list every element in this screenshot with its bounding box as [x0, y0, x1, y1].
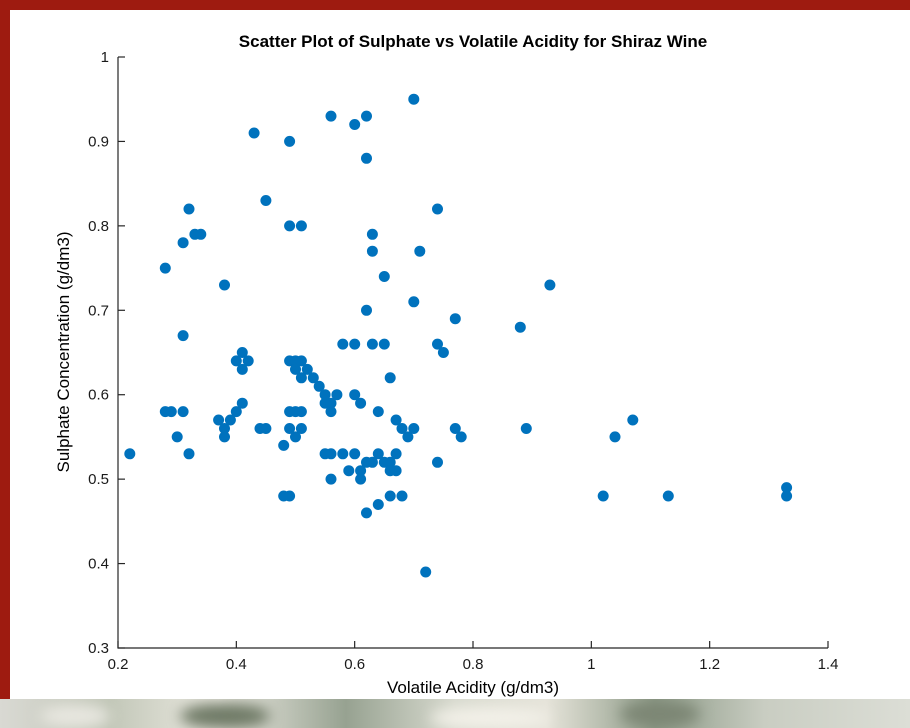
window-frame-top: [0, 0, 910, 10]
background-blur-blob: [180, 703, 270, 728]
window-frame-left: [0, 10, 10, 699]
background-blur-blob: [40, 705, 110, 727]
desktop-background-strip: [0, 699, 910, 728]
chart-title: Scatter Plot of Sulphate vs Volatile Aci…: [238, 32, 708, 51]
background-blur-blob: [620, 701, 700, 727]
figure-canvas: [10, 10, 910, 699]
background-blur-blob: [430, 707, 550, 728]
x-axis-label: Volatile Acidity (g/dm3): [387, 678, 559, 697]
y-axis-label: Sulphate Concentration (g/dm3): [54, 231, 73, 473]
